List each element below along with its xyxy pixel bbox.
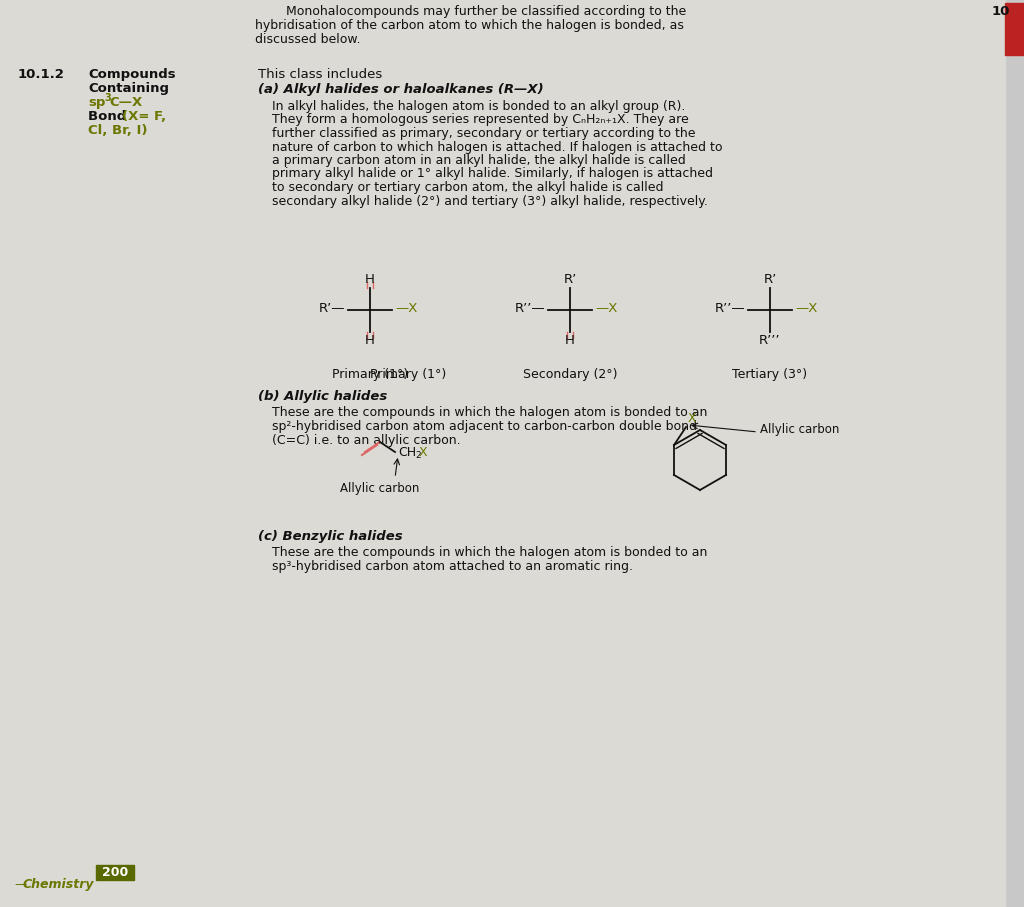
Text: to secondary or tertiary carbon atom, the alkyl halide is called: to secondary or tertiary carbon atom, th… (272, 181, 664, 194)
Text: Cl, Br, I): Cl, Br, I) (88, 124, 147, 137)
Text: CH: CH (398, 445, 416, 459)
Text: 10.1.2: 10.1.2 (18, 68, 65, 81)
Text: —: — (14, 878, 27, 891)
Text: H: H (565, 334, 574, 347)
Text: R’—: R’— (318, 301, 345, 315)
Text: primary alkyl halide or 1° alkyl halide. Similarly, if halogen is attached: primary alkyl halide or 1° alkyl halide.… (272, 168, 713, 180)
Text: R’: R’ (763, 273, 776, 286)
Text: Allylic carbon: Allylic carbon (760, 424, 840, 436)
Text: R’’—: R’’— (514, 301, 545, 315)
Text: Containing: Containing (88, 82, 169, 95)
Text: H: H (366, 334, 375, 347)
Text: R’’’: R’’’ (759, 334, 780, 347)
Text: discussed below.: discussed below. (255, 33, 360, 46)
Text: sp²-hybridised carbon atom adjacent to carbon-carbon double bond: sp²-hybridised carbon atom adjacent to c… (272, 420, 697, 433)
Text: This class includes: This class includes (258, 68, 382, 81)
Text: X: X (688, 412, 696, 425)
Text: sp: sp (88, 96, 105, 109)
Text: (b) Allylic halides: (b) Allylic halides (258, 390, 387, 403)
Text: Monohalocompounds may further be classified according to the: Monohalocompounds may further be classif… (270, 5, 686, 18)
Text: R’’—: R’’— (715, 301, 745, 315)
Text: 2: 2 (415, 452, 421, 461)
Text: —X: —X (395, 301, 418, 315)
Text: Tertiary (3°): Tertiary (3°) (732, 368, 808, 381)
Text: (c) Benzylic halides: (c) Benzylic halides (258, 530, 402, 543)
Text: —X: —X (595, 301, 617, 315)
Text: secondary alkyl halide (2°) and tertiary (3°) alkyl halide, respectively.: secondary alkyl halide (2°) and tertiary… (272, 194, 708, 208)
Text: Bond: Bond (88, 110, 131, 123)
Text: sp³-hybridised carbon atom attached to an aromatic ring.: sp³-hybridised carbon atom attached to a… (272, 560, 633, 573)
Bar (96, 865, 134, 880)
Text: 200: 200 (101, 866, 128, 880)
Text: 10: 10 (991, 5, 1010, 18)
Text: a primary carbon atom in an alkyl halide, the alkyl halide is called: a primary carbon atom in an alkyl halide… (272, 154, 686, 167)
Text: 3: 3 (104, 93, 111, 103)
Text: hybridisation of the carbon atom to which the halogen is bonded, as: hybridisation of the carbon atom to whic… (255, 19, 684, 32)
Text: —X: —X (795, 301, 817, 315)
Text: R’: R’ (563, 273, 577, 286)
Text: (X= F,: (X= F, (122, 110, 166, 123)
Text: Primary (1°): Primary (1°) (370, 368, 446, 381)
Text: nature of carbon to which halogen is attached. If halogen is attached to: nature of carbon to which halogen is att… (272, 141, 723, 153)
Bar (1005, 3, 1024, 55)
Text: Secondary (2°): Secondary (2°) (522, 368, 617, 381)
Text: X: X (419, 445, 428, 459)
Text: These are the compounds in which the halogen atom is bonded to an: These are the compounds in which the hal… (272, 546, 708, 559)
Text: further classified as primary, secondary or tertiary according to the: further classified as primary, secondary… (272, 127, 695, 140)
Text: These are the compounds in which the halogen atom is bonded to an: These are the compounds in which the hal… (272, 406, 708, 419)
Text: Allylic carbon: Allylic carbon (340, 482, 420, 495)
Text: H: H (366, 273, 375, 286)
Text: (C=C) i.e. to an allylic carbon.: (C=C) i.e. to an allylic carbon. (272, 434, 461, 447)
Text: (a) Alkyl halides or haloalkanes (R—X): (a) Alkyl halides or haloalkanes (R—X) (258, 83, 544, 96)
Text: They form a homologous series represented by CₙH₂ₙ₊₁X. They are: They form a homologous series represente… (272, 113, 689, 126)
Text: C—X: C—X (109, 96, 142, 109)
Text: Primary (1°): Primary (1°) (332, 368, 409, 381)
Text: In alkyl halides, the halogen atom is bonded to an alkyl group (R).: In alkyl halides, the halogen atom is bo… (272, 100, 685, 113)
Text: Compounds: Compounds (88, 68, 176, 81)
Text: Chemistry: Chemistry (23, 878, 94, 891)
